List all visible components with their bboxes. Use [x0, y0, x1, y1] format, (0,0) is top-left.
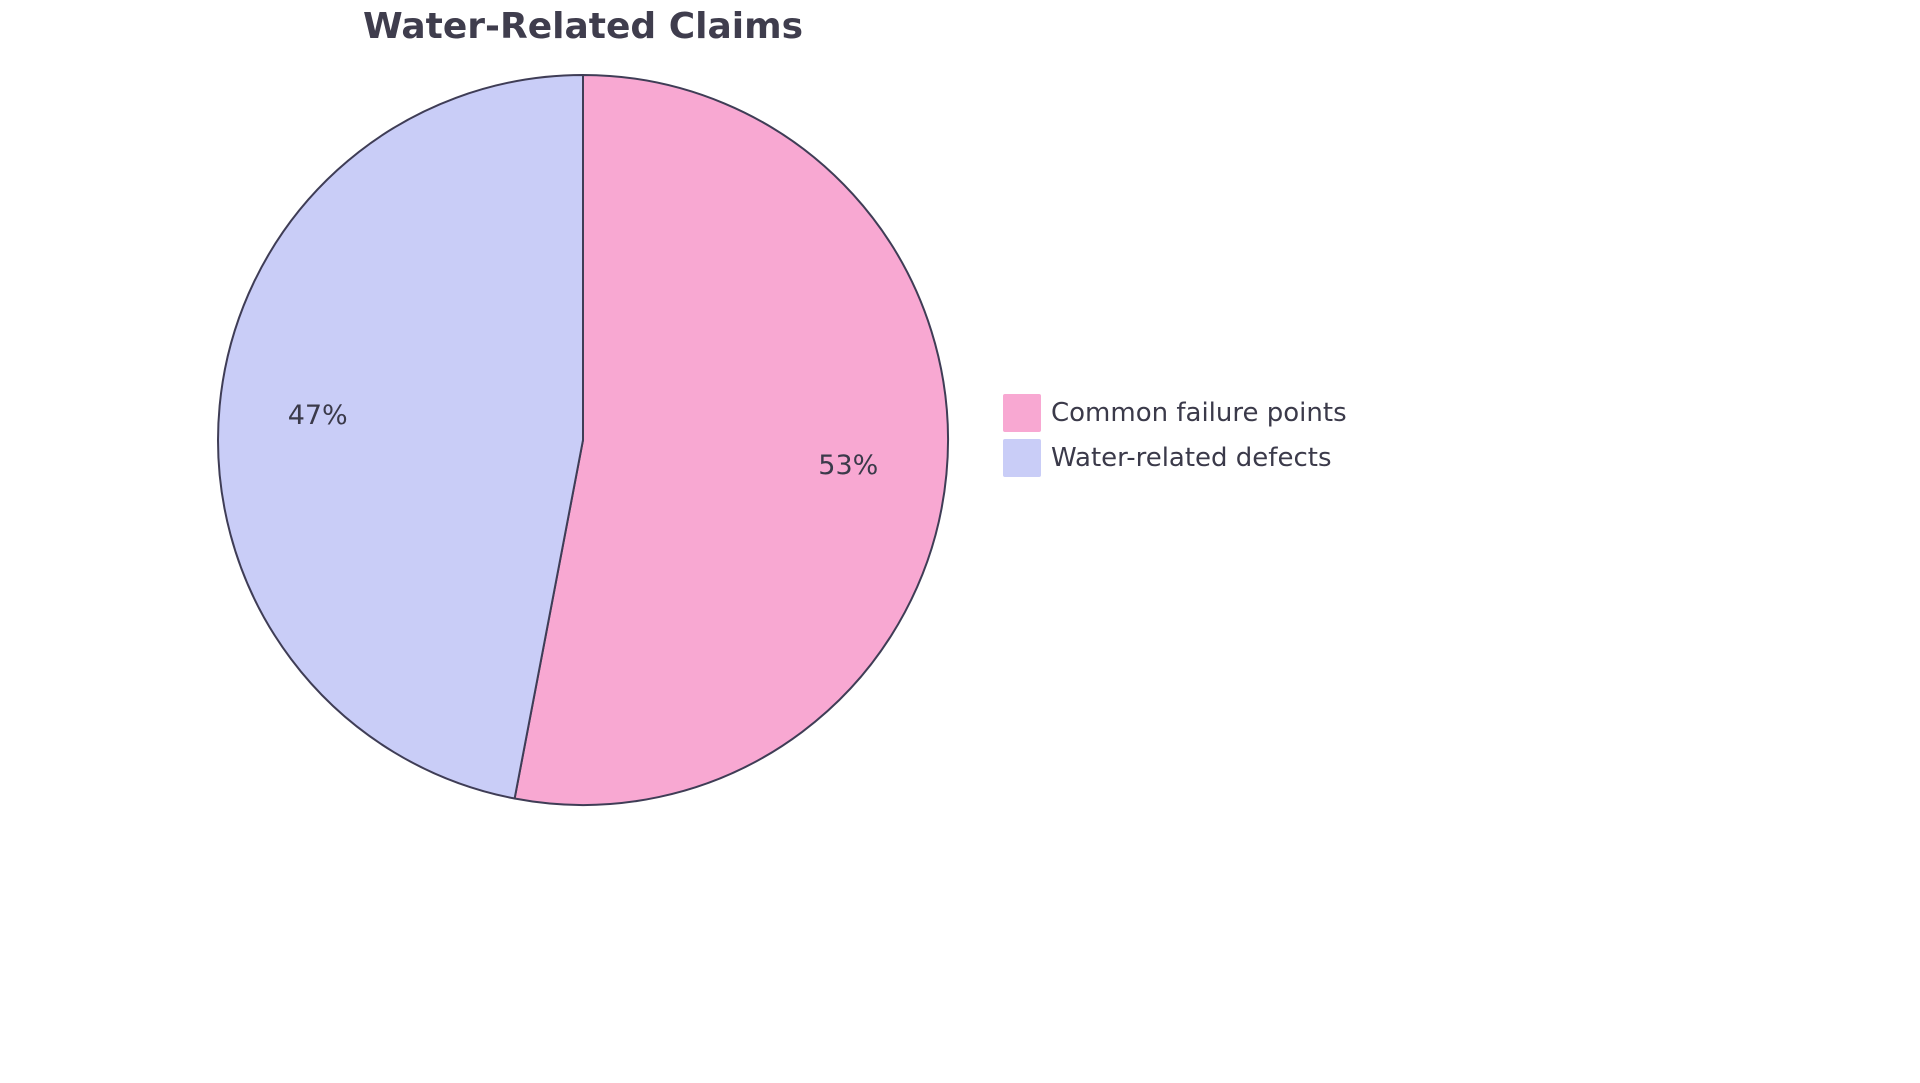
- legend-swatch: [1003, 394, 1041, 432]
- pie-slice-percent-label: 47%: [288, 400, 348, 431]
- legend-item: Common failure points: [1003, 394, 1347, 432]
- chart-legend: Common failure points Water-related defec…: [1003, 394, 1347, 477]
- pie-slice-1: [513, 74, 949, 806]
- chart-title: Water-Related Claims: [362, 6, 804, 47]
- legend-item: Water-related defects: [1003, 439, 1347, 477]
- pie-slice-percent-label: 53%: [818, 450, 878, 481]
- legend-label: Water-related defects: [1051, 443, 1332, 473]
- legend-swatch: [1003, 439, 1041, 477]
- pie-slice-2: [217, 74, 584, 800]
- legend-label: Common failure points: [1051, 398, 1347, 428]
